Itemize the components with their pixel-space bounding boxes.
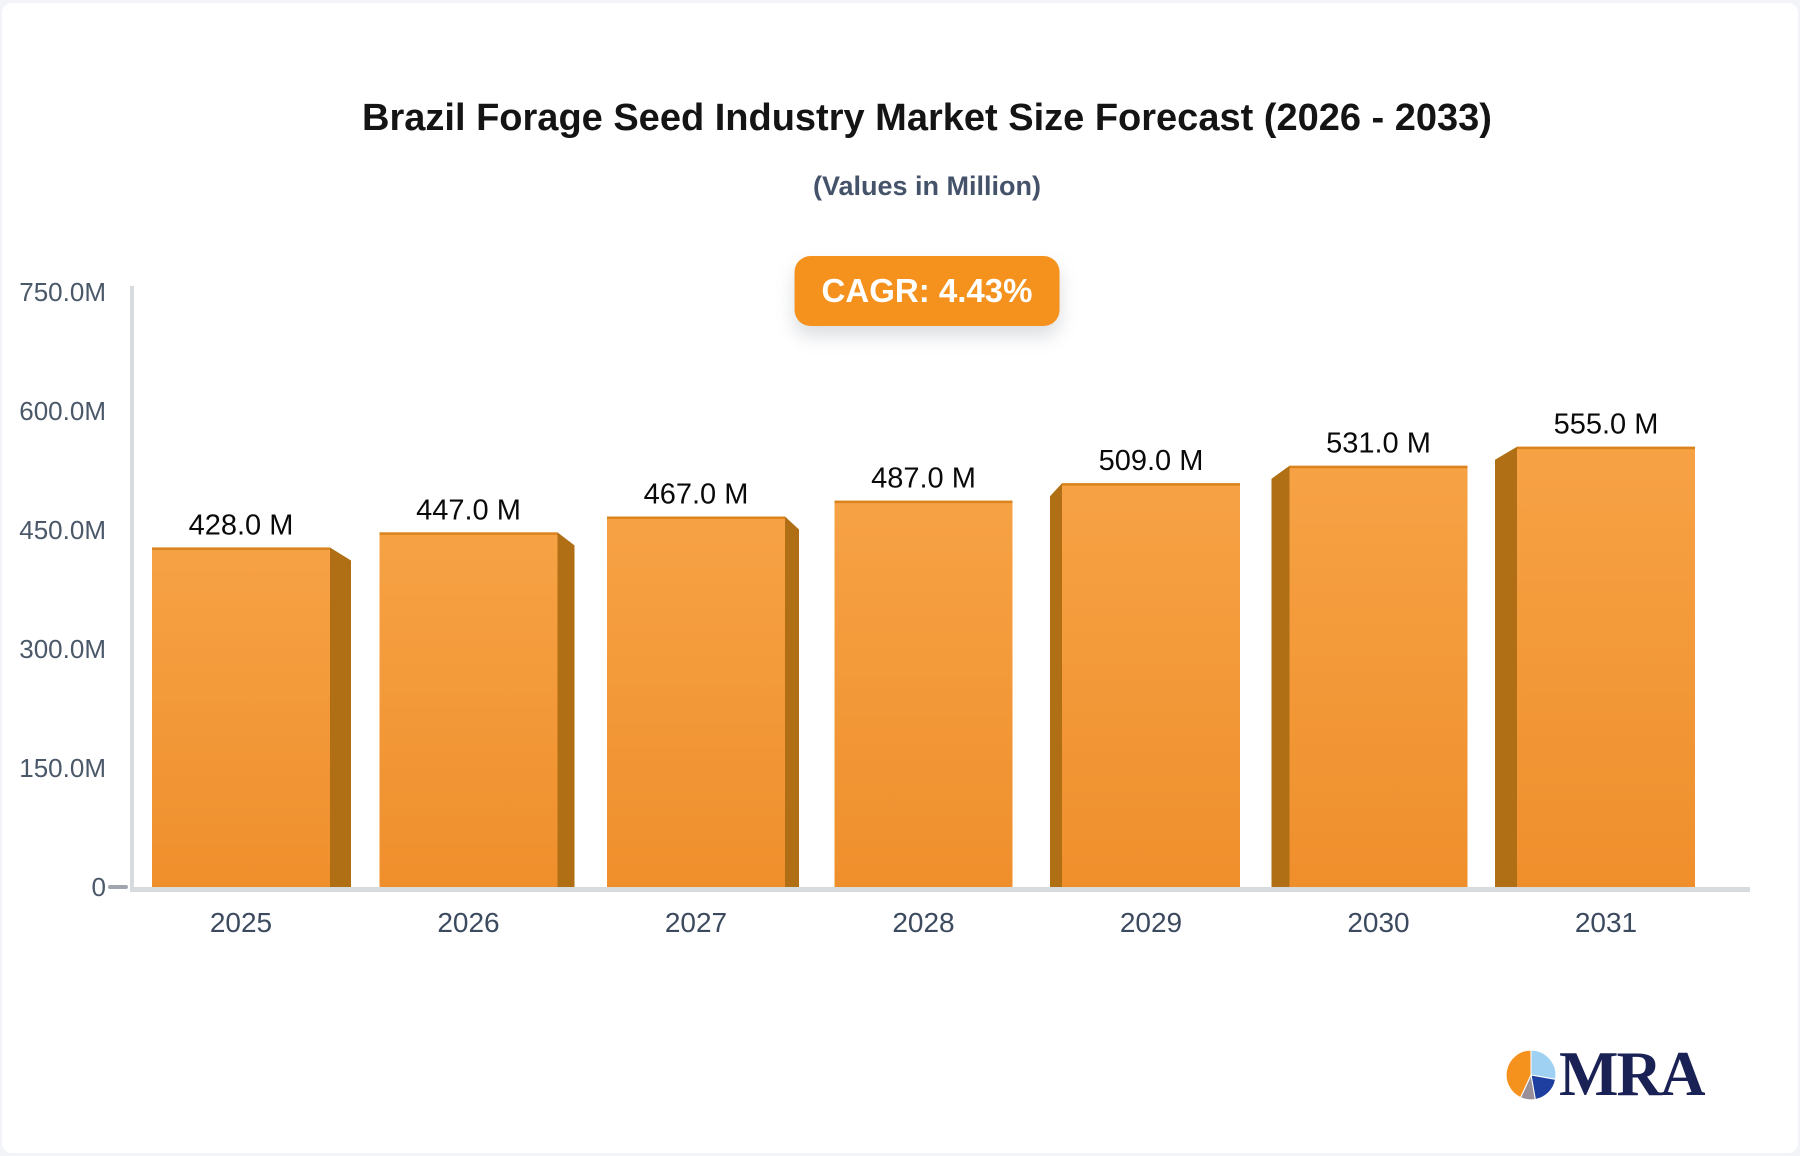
logo-pie-slice-orange — [1505, 1049, 1532, 1098]
page-title: Brazil Forage Seed Industry Market Size … — [362, 97, 1492, 139]
chart-card: 0 150.0M 300.0M 450.0M 600.0M 750.0M 428.0 M 20… — [2, 3, 1798, 1153]
y-tick-label: 0 — [92, 872, 106, 902]
y-tick-label: 750.0M — [19, 277, 106, 307]
x-tick-label-2026: 2026 — [437, 907, 499, 938]
bar-top-edge-2025 — [152, 547, 330, 550]
bar-value-label-2030: 531.0 M — [1326, 428, 1431, 460]
brand-logo: MRA — [1504, 1039, 1705, 1109]
pie-chart-logo-icon — [1505, 1049, 1557, 1100]
y-tick-label: 150.0M — [19, 753, 106, 783]
bar-2030[interactable] — [1289, 465, 1468, 887]
y-tick-label: 300.0M — [19, 634, 106, 664]
bar-chart-plot: 0 150.0M 300.0M 450.0M 600.0M 750.0M 428.0 M 20… — [19, 277, 1750, 938]
bar-2028[interactable] — [834, 500, 1013, 887]
x-tick-label-2031: 2031 — [1575, 907, 1637, 938]
x-tick-label-2025: 2025 — [210, 907, 272, 938]
bar-top-edge-2027 — [607, 516, 785, 520]
bar-side-2030 — [1271, 465, 1290, 887]
bar-value-label-2025: 428.0 M — [189, 509, 294, 541]
bar-value-label-2031: 555.0 M — [1554, 409, 1659, 441]
x-tick-label-2027: 2027 — [665, 907, 727, 938]
y-tick-label: 450.0M — [19, 515, 106, 545]
bar-top-edge-2029 — [1062, 483, 1240, 486]
x-tick-label-2029: 2029 — [1120, 907, 1182, 938]
bar-side-2026 — [557, 532, 575, 887]
bar-2031[interactable] — [1517, 446, 1695, 887]
bar-top-edge-2030 — [1289, 465, 1468, 469]
bar-side-2029 — [1050, 483, 1062, 887]
x-axis-line — [130, 887, 1750, 892]
bar-top-edge-2028 — [834, 500, 1013, 504]
bar-value-label-2028: 487.0 M — [871, 463, 976, 495]
zero-tick-mark — [108, 885, 128, 889]
bar-top-edge-2026 — [379, 532, 558, 535]
bar-side-2031 — [1495, 446, 1517, 887]
x-tick-label-2030: 2030 — [1347, 907, 1409, 938]
bar-2029[interactable] — [1062, 483, 1240, 887]
chart-subtitle: (Values in Million) — [812, 171, 1042, 201]
bar-2026[interactable] — [379, 532, 558, 887]
bar-value-label-2026: 447.0 M — [416, 494, 521, 526]
bar-top-edge-2031 — [1517, 446, 1695, 450]
bar-value-label-2027: 467.0 M — [644, 479, 749, 511]
logo-text: MRA — [1559, 1039, 1705, 1109]
bar-2027[interactable] — [607, 516, 785, 887]
cagr-badge: CAGR: 4.43% — [794, 256, 1060, 326]
y-tick-label: 600.0M — [19, 396, 106, 426]
bar-value-label-2029: 509.0 M — [1099, 445, 1204, 477]
x-tick-label-2028: 2028 — [892, 907, 954, 938]
bar-side-2027 — [785, 516, 799, 887]
bar-2025[interactable] — [152, 547, 330, 887]
logo-pie-slice-lightblue — [1530, 1049, 1557, 1080]
bar-side-2025 — [330, 547, 351, 887]
y-axis-line — [130, 286, 134, 892]
